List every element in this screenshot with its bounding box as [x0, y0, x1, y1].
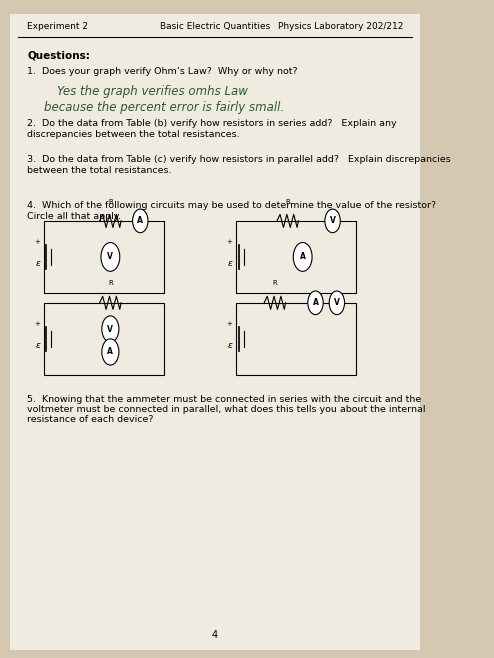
Text: R: R	[108, 280, 113, 286]
Text: ε: ε	[36, 341, 41, 350]
Circle shape	[329, 291, 344, 315]
Text: 4.  Which of the following circuits may be used to determine the value of the re: 4. Which of the following circuits may b…	[27, 201, 436, 211]
Text: V: V	[329, 216, 335, 226]
Text: Basic Electric Quantities: Basic Electric Quantities	[160, 22, 270, 31]
Circle shape	[293, 243, 312, 271]
Text: R: R	[286, 199, 290, 205]
Circle shape	[101, 243, 120, 271]
Circle shape	[325, 209, 340, 233]
Text: V: V	[107, 324, 113, 334]
Text: A: A	[313, 298, 319, 307]
Text: +: +	[226, 321, 232, 327]
Circle shape	[102, 316, 119, 342]
Text: +: +	[226, 239, 232, 245]
Text: ε: ε	[228, 259, 233, 268]
Circle shape	[132, 209, 148, 233]
Text: A: A	[300, 253, 306, 261]
Text: 1.  Does your graph verify Ohm’s Law?  Why or why not?: 1. Does your graph verify Ohm’s Law? Why…	[27, 67, 298, 76]
Text: ε: ε	[228, 341, 233, 350]
Text: +: +	[34, 239, 40, 245]
Text: 4: 4	[212, 630, 218, 640]
FancyBboxPatch shape	[10, 14, 420, 650]
Text: Yes the graph verifies omhs Law: Yes the graph verifies omhs Law	[57, 86, 248, 98]
Text: R: R	[273, 280, 277, 286]
Text: V: V	[334, 298, 340, 307]
Text: 5.  Knowing that the ammeter must be connected in series with the circuit and th: 5. Knowing that the ammeter must be conn…	[27, 395, 425, 424]
Text: Questions:: Questions:	[27, 51, 90, 61]
Text: +: +	[34, 321, 40, 327]
Bar	[44, 221, 164, 293]
Text: Experiment 2: Experiment 2	[27, 22, 88, 31]
Bar	[44, 303, 164, 375]
Bar	[237, 221, 356, 293]
Text: A: A	[107, 347, 113, 357]
Text: ε: ε	[36, 259, 41, 268]
Text: V: V	[107, 253, 113, 261]
Text: R: R	[108, 199, 113, 205]
Text: A: A	[137, 216, 143, 226]
Text: 3.  Do the data from Table (c) verify how resistors in parallel add?   Explain d: 3. Do the data from Table (c) verify how…	[27, 155, 451, 175]
Text: Circle all that apply.: Circle all that apply.	[27, 213, 121, 221]
Circle shape	[102, 339, 119, 365]
Text: 2.  Do the data from Table (b) verify how resistors in series add?   Explain any: 2. Do the data from Table (b) verify how…	[27, 119, 397, 139]
Circle shape	[308, 291, 323, 315]
Bar	[237, 303, 356, 375]
Text: Physics Laboratory 202/212: Physics Laboratory 202/212	[278, 22, 403, 31]
Text: because the percent error is fairly small.: because the percent error is fairly smal…	[44, 101, 284, 114]
